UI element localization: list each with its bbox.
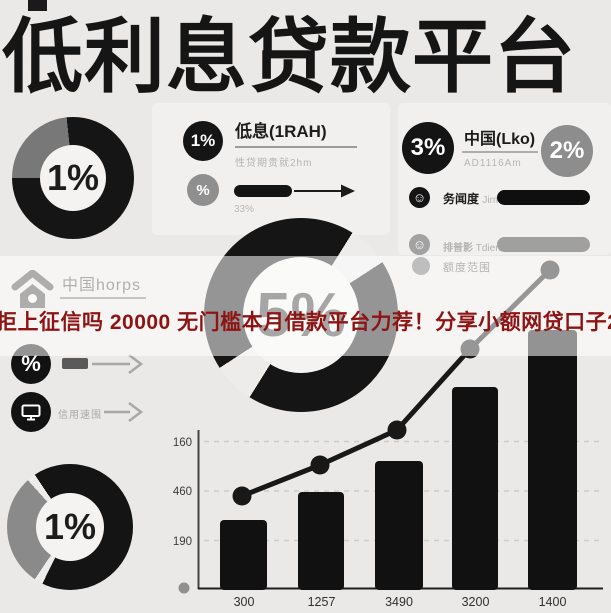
line-point bbox=[310, 455, 330, 475]
page-title: 低利息贷款平台 bbox=[2, 13, 577, 103]
monitor-row-label: 信用速围 bbox=[58, 410, 102, 421]
china-row-label: 排普影 Tdien bbox=[443, 239, 501, 254]
row-label-text: 务闻度 bbox=[443, 192, 480, 206]
origin-dot bbox=[178, 582, 190, 594]
heading-underline bbox=[462, 151, 538, 153]
monitor-icon bbox=[21, 404, 41, 420]
progress-pill bbox=[234, 185, 292, 197]
china-row-label: 务闻度 Jirm bbox=[443, 190, 501, 207]
percent-badge-2: 2% bbox=[541, 125, 593, 177]
x-tick-label: 1400 bbox=[539, 595, 567, 609]
donut-value: 1% bbox=[40, 145, 106, 211]
y-tick-label: 460 bbox=[173, 486, 192, 498]
china-heading: 中国(Lko) bbox=[464, 131, 536, 148]
banner-wash-overlay bbox=[0, 256, 611, 356]
x-tick-label: 3490 bbox=[385, 595, 413, 609]
low-interest-subtext: 性贷期贵就2hm bbox=[235, 158, 313, 169]
arrow-head bbox=[128, 354, 144, 374]
bar bbox=[375, 461, 423, 590]
percent-badge-gray: % bbox=[187, 174, 219, 206]
heading-underline bbox=[235, 146, 357, 148]
short-progress-bar bbox=[62, 358, 88, 369]
bar bbox=[298, 492, 344, 590]
rating-pill-gray bbox=[497, 237, 590, 252]
bar bbox=[220, 520, 267, 590]
rating-pill-black bbox=[497, 190, 590, 205]
percent-badge-3: 3% bbox=[402, 122, 454, 174]
x-tick-label: 1257 bbox=[308, 595, 336, 609]
line-point bbox=[232, 486, 252, 506]
smiley-icon: ☺ bbox=[409, 234, 430, 255]
banner-caption: 拒上征信吗 20000 无门槛本月借款平台力荐！分享小额网贷口子20000 bbox=[0, 311, 611, 334]
line-point bbox=[387, 420, 407, 440]
monitor-badge bbox=[11, 392, 51, 432]
china-subtext: AD1116Am bbox=[464, 158, 522, 169]
y-tick-label: 160 bbox=[173, 437, 192, 449]
donut-chart-top-left: 1% bbox=[12, 117, 134, 239]
x-tick-label: 3200 bbox=[462, 595, 490, 609]
donut-value: 1% bbox=[36, 493, 104, 561]
corner-mark bbox=[28, 0, 47, 11]
row-label-text: 排普影 bbox=[443, 243, 473, 254]
progress-caption: 33% bbox=[234, 204, 255, 215]
percent-badge-1: 1% bbox=[183, 121, 223, 161]
row-label-suffix: Jirm bbox=[482, 195, 502, 206]
x-tick-label: 300 bbox=[234, 595, 255, 609]
arrow-head bbox=[128, 402, 144, 422]
y-tick-label: 190 bbox=[173, 536, 192, 548]
bar bbox=[452, 387, 498, 590]
low-interest-heading: 低息(1RAH) bbox=[235, 122, 327, 141]
bar bbox=[528, 330, 577, 590]
donut-chart-bottom-left: 1% bbox=[7, 464, 133, 590]
smiley-icon: ☺ bbox=[409, 187, 430, 208]
row-label-suffix: Tdien bbox=[475, 243, 501, 254]
